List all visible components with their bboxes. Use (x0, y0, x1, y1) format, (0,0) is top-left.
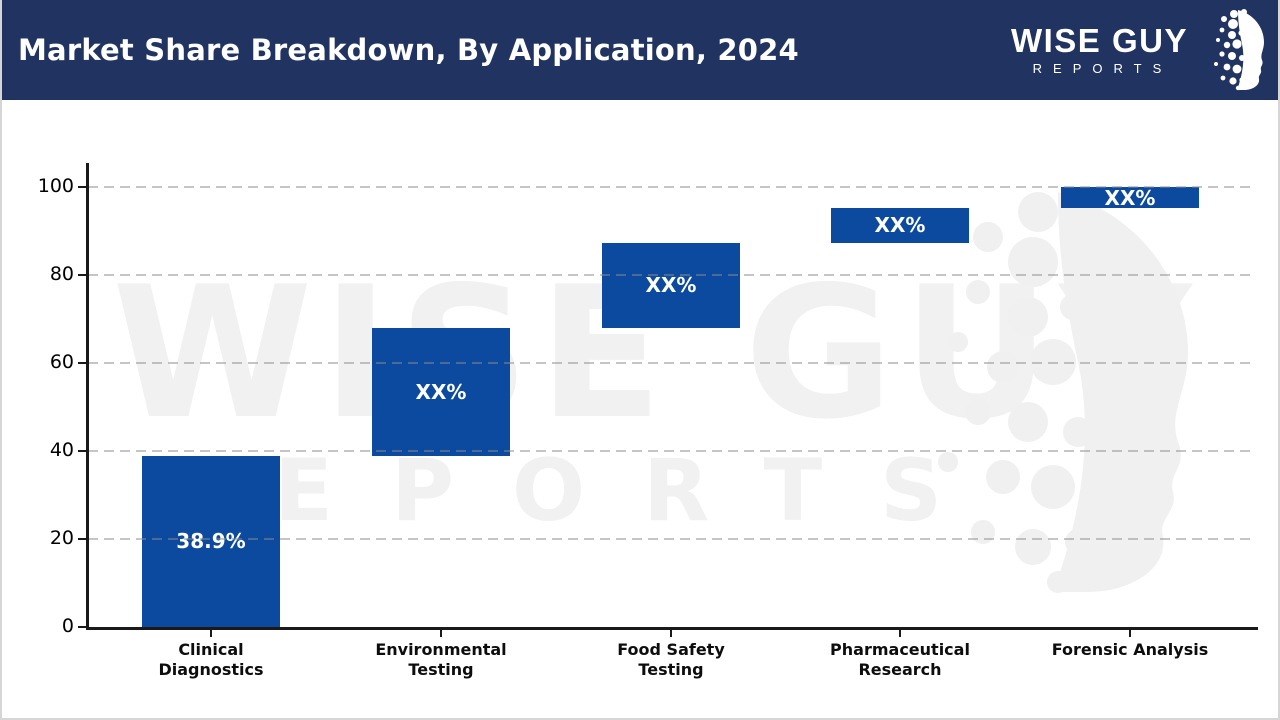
brand-name: WISE GUY (1010, 22, 1188, 59)
gridline-60 (88, 362, 1256, 364)
x-tick-3 (670, 630, 672, 637)
x-tick-2 (440, 630, 442, 637)
y-tick-label-80: 80 (49, 263, 74, 285)
y-tick-label-40: 40 (49, 439, 74, 461)
bar-forensic-analysis: XX% (1061, 185, 1199, 210)
gridline-100 (88, 186, 1256, 188)
y-tick-80 (78, 274, 86, 276)
y-tick-0 (78, 626, 86, 628)
brand-subname: REPORTS (1032, 61, 1173, 76)
watermark-brand-subname: REPORTS (150, 441, 1001, 541)
brand-logo-text: WISE GUY REPORTS (1010, 22, 1188, 77)
gridline-20 (88, 538, 1256, 540)
y-tick-40 (78, 450, 86, 452)
y-axis-line (86, 163, 89, 630)
bar-value-label: XX% (1104, 185, 1156, 210)
y-tick-100 (78, 186, 86, 188)
brand-head-icon (1214, 9, 1264, 91)
y-tick-label-20: 20 (49, 527, 74, 549)
x-tick-5 (1129, 630, 1131, 637)
header-bar: Market Share Breakdown, By Application, … (0, 0, 1280, 100)
x-category-label-4: Pharmaceutical Research (830, 640, 970, 679)
bar-value-label: XX% (415, 379, 467, 404)
y-tick-label-60: 60 (49, 351, 74, 373)
x-tick-1 (210, 630, 212, 637)
bar-environmental-testing: XX% (372, 327, 510, 456)
bar-value-label: XX% (645, 273, 697, 298)
bar-pharmaceutical-research: XX% (831, 208, 969, 243)
x-tick-4 (899, 630, 901, 637)
y-tick-60 (78, 362, 86, 364)
brand-logo: WISE GUY REPORTS (1011, 0, 1268, 100)
y-tick-label-0: 0 (61, 615, 74, 637)
x-category-label-2: Environmental Testing (375, 640, 507, 679)
y-tick-label-100: 100 (37, 175, 74, 197)
x-category-label-1: Clinical Diagnostics (158, 640, 264, 679)
gridline-80 (88, 274, 1256, 276)
bar-value-label: 38.9% (176, 529, 246, 554)
bar-value-label: XX% (874, 213, 926, 238)
bar-clinical-diagnostics: 38.9% (142, 455, 280, 627)
x-category-label-3: Food Safety Testing (617, 640, 725, 679)
x-category-label-5: Forensic Analysis (1051, 640, 1209, 659)
y-tick-20 (78, 538, 86, 540)
bar-food-safety-testing: XX% (602, 242, 740, 328)
page-title: Market Share Breakdown, By Application, … (18, 33, 799, 67)
x-axis-line (86, 627, 1258, 630)
gridline-40 (88, 450, 1256, 452)
